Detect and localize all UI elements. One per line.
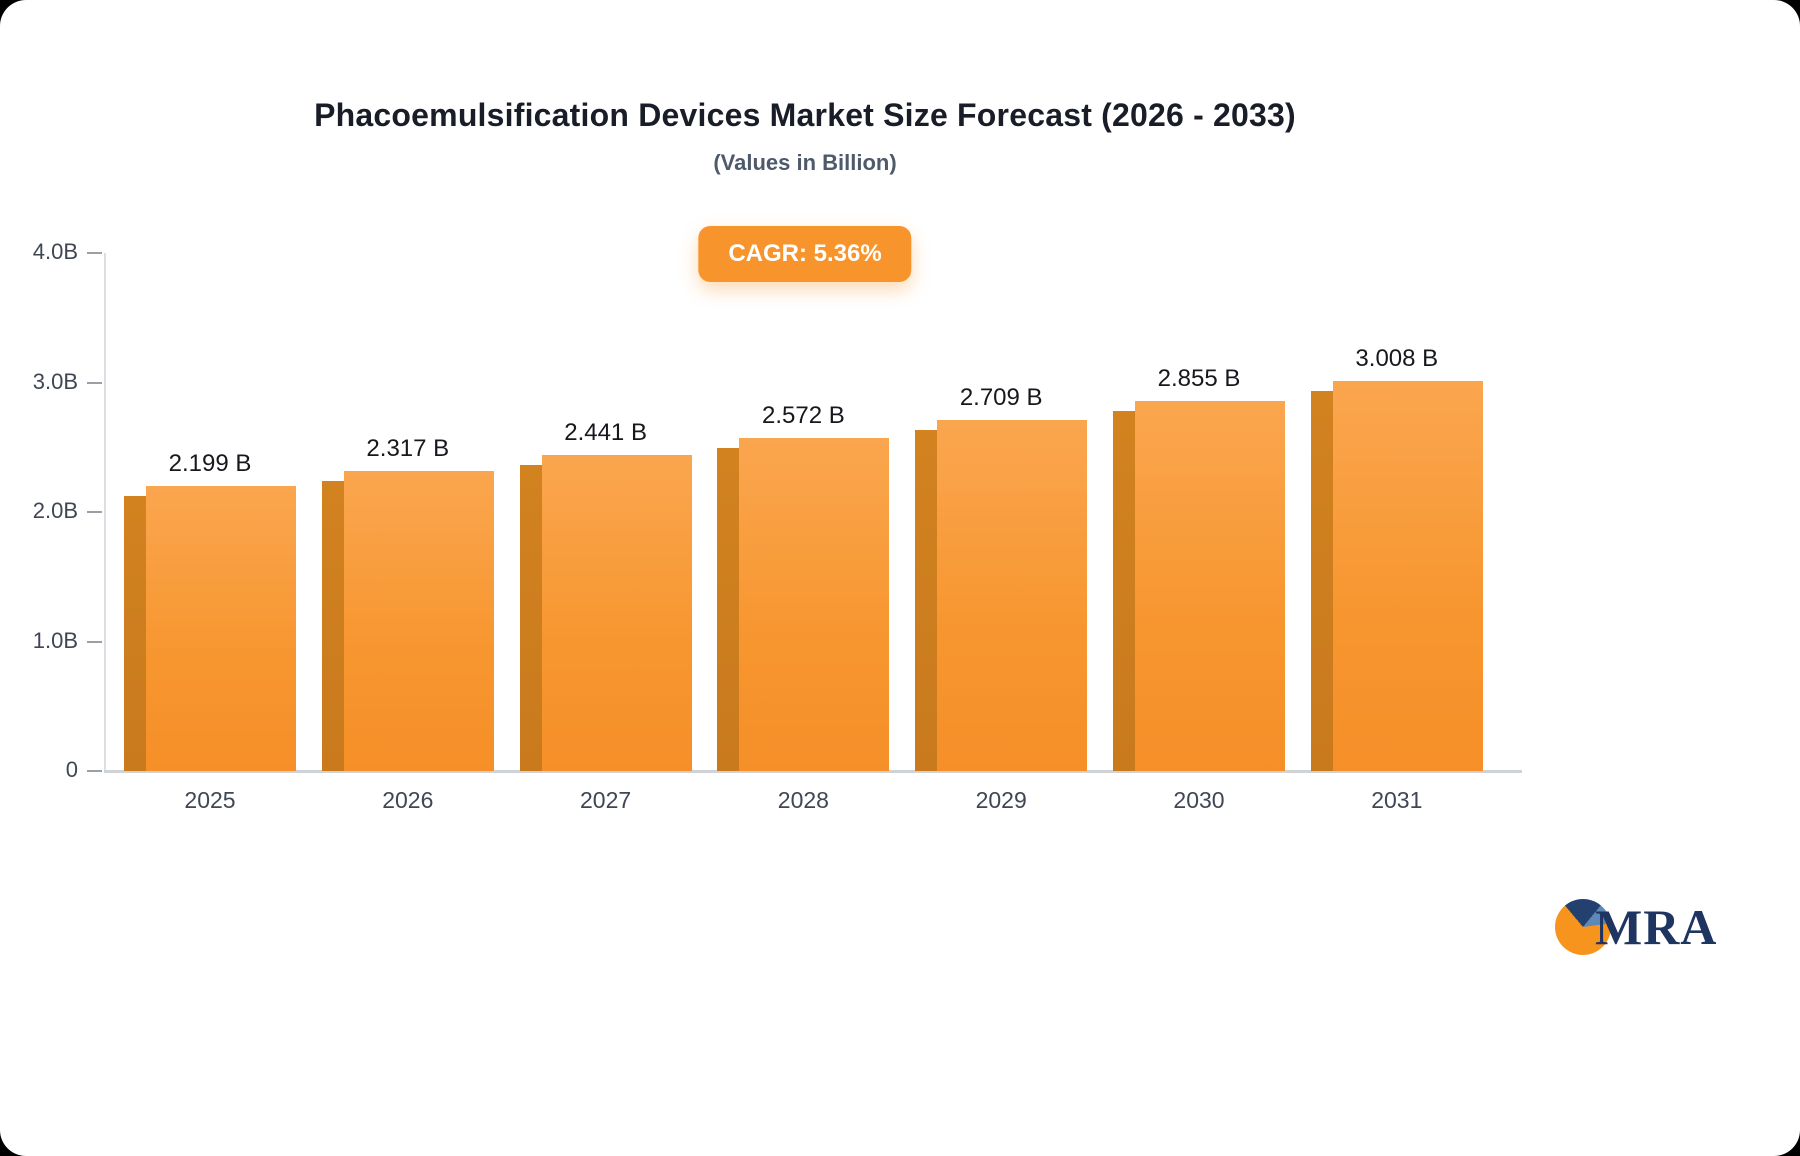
chart-subtitle: (Values in Billion) — [713, 150, 897, 175]
bar-side-face — [519, 464, 542, 771]
y-axis-tick-label: 0 — [65, 757, 78, 782]
bar — [1332, 381, 1483, 771]
y-axis-tick-mark — [87, 511, 102, 513]
bar — [146, 486, 296, 771]
bar-value-label: 2.317 B — [366, 434, 450, 462]
chart-title: Phacoemulsification Devices Market Size … — [314, 97, 1296, 133]
bar-value-label: 2.855 B — [1157, 365, 1241, 393]
bar-value-label: 2.199 B — [168, 450, 252, 478]
x-axis-category-label: 2031 — [1371, 787, 1423, 813]
logo-text: MRA — [1595, 899, 1718, 955]
y-axis-tick-mark — [87, 381, 102, 384]
bar-value-label: 3.008 B — [1355, 345, 1439, 373]
x-axis-category-label: 2029 — [975, 787, 1027, 813]
bar-side-face — [915, 430, 938, 771]
bar-value-label: 2.709 B — [959, 384, 1043, 412]
x-axis-category-label: 2030 — [1173, 787, 1225, 813]
bar-side-face — [124, 496, 146, 771]
y-axis-tick-label: 2.0B — [32, 498, 78, 523]
bar — [1135, 401, 1285, 771]
bar-value-label: 2.441 B — [564, 418, 647, 446]
pie-logo-icon — [1555, 899, 1611, 955]
x-axis-category-label: 2025 — [184, 787, 236, 813]
y-axis-tick-mark — [87, 252, 102, 254]
bar — [739, 437, 890, 771]
bar-side-face — [1113, 411, 1135, 771]
bar — [541, 454, 692, 771]
y-axis-tick-label: 3.0B — [32, 368, 78, 394]
x-axis-line — [104, 770, 1522, 773]
y-axis-tick-label: 4.0B — [32, 239, 78, 264]
y-axis-line — [104, 253, 106, 771]
x-axis-category-label: 2026 — [382, 787, 434, 813]
y-axis-tick-label: 1.0B — [32, 627, 78, 653]
x-axis-category-label: 2028 — [777, 787, 829, 813]
y-axis-tick-mark — [87, 640, 102, 643]
bar — [343, 470, 494, 771]
bar — [937, 420, 1088, 771]
brand-logo: MRA — [1555, 898, 1717, 956]
cagr-badge: CAGR: 5.36% — [698, 226, 912, 282]
bar-side-face — [321, 480, 344, 771]
bar-side-face — [1310, 391, 1333, 771]
bar-side-face — [717, 447, 740, 771]
bar-value-label: 2.572 B — [762, 401, 845, 429]
x-axis-category-label: 2027 — [580, 787, 632, 813]
y-axis-tick-mark — [87, 770, 102, 772]
